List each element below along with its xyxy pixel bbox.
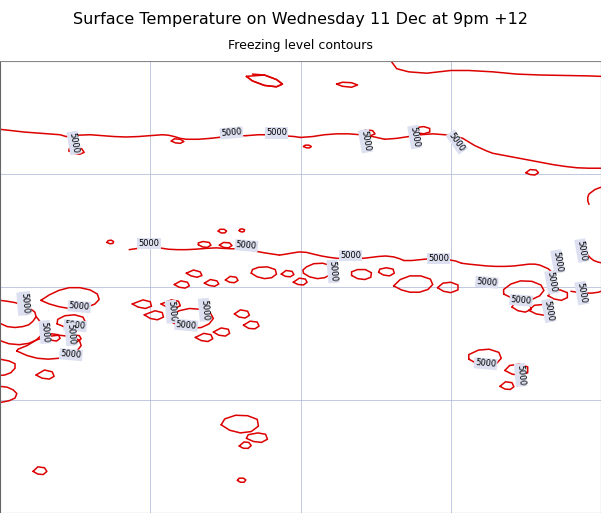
Text: 5000: 5000	[236, 240, 257, 251]
Text: 5000: 5000	[20, 292, 31, 314]
Text: 5000: 5000	[447, 131, 466, 153]
Text: Freezing level contours: Freezing level contours	[228, 39, 373, 52]
Text: 5000: 5000	[166, 301, 177, 323]
Text: 5000: 5000	[340, 250, 361, 260]
Text: 5000: 5000	[552, 250, 564, 272]
Text: 5000: 5000	[221, 128, 242, 139]
Text: 5000: 5000	[543, 300, 555, 322]
Text: 5000: 5000	[515, 364, 526, 386]
Text: 5000: 5000	[60, 349, 82, 360]
Text: 5000: 5000	[69, 301, 90, 312]
Text: 5000: 5000	[64, 320, 86, 331]
Text: 5000: 5000	[576, 282, 588, 304]
Text: 5000: 5000	[328, 261, 338, 282]
Text: 5000: 5000	[359, 130, 371, 152]
Text: 5000: 5000	[66, 323, 76, 345]
Text: 5000: 5000	[546, 271, 558, 293]
Text: 5000: 5000	[199, 299, 210, 321]
Text: 5000: 5000	[17, 293, 28, 315]
Text: 5000: 5000	[576, 240, 588, 262]
Text: 5000: 5000	[476, 277, 498, 288]
Text: 5000: 5000	[68, 132, 80, 154]
Text: 5000: 5000	[139, 239, 159, 248]
Text: 5000: 5000	[409, 126, 421, 148]
Text: 5000: 5000	[175, 320, 197, 330]
Text: 5000: 5000	[510, 295, 532, 306]
Text: Surface Temperature on Wednesday 11 Dec at 9pm +12: Surface Temperature on Wednesday 11 Dec …	[73, 12, 528, 27]
Text: 5000: 5000	[40, 321, 50, 343]
Text: 5000: 5000	[429, 254, 449, 263]
Text: 5000: 5000	[475, 358, 496, 369]
Text: 5000: 5000	[266, 128, 287, 137]
